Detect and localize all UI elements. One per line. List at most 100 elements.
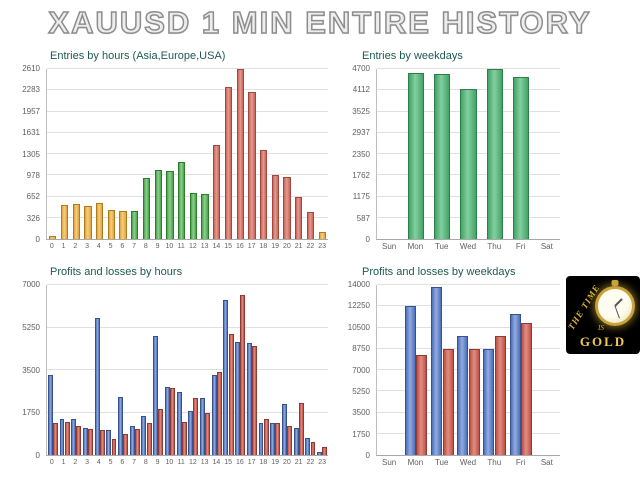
logo-text-gold: GOLD [579,334,627,349]
bar [131,211,139,239]
bar [154,169,162,239]
x-tick-label: 6 [120,459,125,466]
bar [106,429,112,455]
bar [494,336,506,455]
y-tick-label: 0 [35,451,40,460]
x-axis: Sun Mon Tue Wed Thu Fri Sat [376,457,560,470]
x-tick-label: 17 [247,459,256,466]
bar [236,69,244,239]
bar [170,387,175,455]
y-tick-label: 326 [26,213,40,223]
bar [153,336,159,455]
bar [512,77,529,239]
x-tick-label: 6 [120,243,125,250]
bar [201,193,209,239]
bar [287,425,293,455]
bar [416,355,428,455]
bar [164,387,170,455]
bar [434,74,451,239]
gridline [47,369,328,370]
bar [188,411,194,455]
x-tick-label: 23 [318,243,327,250]
bar [142,178,151,239]
x-tick-label: 7 [132,459,137,466]
gridline [377,411,560,413]
gridline [47,131,328,133]
y-axis: 0 1750 3500 5250 7000 8750 10500 12250 14000 [338,281,373,460]
y-tick-label: 5250 [352,386,370,396]
x-tick-label: 13 [200,243,209,250]
gridline [377,284,560,285]
page-title: XAUUSD 1 MIN ENTIRE HISTORY [48,4,592,41]
y-tick-label: 4700 [352,64,370,73]
y-tick-label: 8750 [352,344,370,354]
bar [84,205,92,239]
x-tick-label: 19 [271,243,280,250]
y-tick-label: 1750 [352,429,370,439]
bar [310,441,316,455]
gridline [377,305,560,307]
bar [82,428,88,455]
bar [240,295,246,455]
plot-area [376,284,560,456]
bar [248,92,256,239]
x-tick-label: 7 [132,243,137,250]
bar [521,322,533,455]
y-tick-label: 1631 [22,128,40,138]
bar [96,202,104,239]
y-tick-label: 5250 [22,322,40,332]
profits-losses-by-hours-panel: Profits and losses by hours 0 1750 3500 525… [8,266,334,470]
x-tick-label: Fri [515,242,526,251]
bar [99,429,105,455]
gridline [377,68,560,69]
profits-losses-by-hours-title: Profits and losses by hours [50,266,183,278]
y-tick-label: 7000 [22,280,40,289]
watch-crown [611,280,619,286]
bar [298,403,304,455]
bar [59,418,65,455]
bar [88,428,93,455]
x-tick-label: 21 [294,459,303,466]
x-tick-label: 8 [143,459,148,466]
bar [72,204,80,239]
bar [60,205,69,239]
bar [158,409,164,455]
x-tick-label: Sat [540,458,553,467]
bar [119,211,127,239]
gridline [47,216,328,218]
time-is-gold-logo: THE TIME IS GOLD [566,276,640,354]
pocket-watch-icon [595,280,635,326]
gridline [47,153,328,154]
x-tick-label: 17 [247,243,256,250]
y-axis: 0 587 1175 1762 2350 2937 3525 4112 4700 [338,65,373,244]
x-axis: Sun Mon Tue Wed Thu Fri Sat [376,241,560,254]
x-tick-label: 18 [259,459,268,466]
bar [408,72,425,239]
bar [468,349,480,455]
x-tick-label: 2 [73,243,78,250]
x-tick-label: Mon [407,458,424,467]
x-tick-label: 18 [259,243,268,250]
bar [47,374,53,455]
bar [141,416,147,455]
y-tick-label: 652 [26,192,40,202]
gridline [47,68,328,69]
entries-by-weekdays-title: Entries by weekdays [362,50,463,62]
gridline [47,411,328,413]
bar [306,211,315,239]
x-tick-label: 10 [165,243,174,250]
y-tick-label: 1305 [22,149,40,159]
y-tick-label: 3500 [352,408,370,418]
y-tick-label: 10500 [347,322,370,332]
x-tick-label: 1 [61,459,66,466]
logo-text-is: IS [598,324,604,332]
bar [271,174,279,239]
bar [166,171,174,239]
x-tick-label: 21 [294,243,303,250]
bar [224,87,233,239]
x-tick-label: Sun [382,242,397,251]
bar [118,396,123,455]
x-tick-label: 0 [49,459,54,466]
bar [181,421,187,455]
x-tick-label: 0 [49,243,54,250]
